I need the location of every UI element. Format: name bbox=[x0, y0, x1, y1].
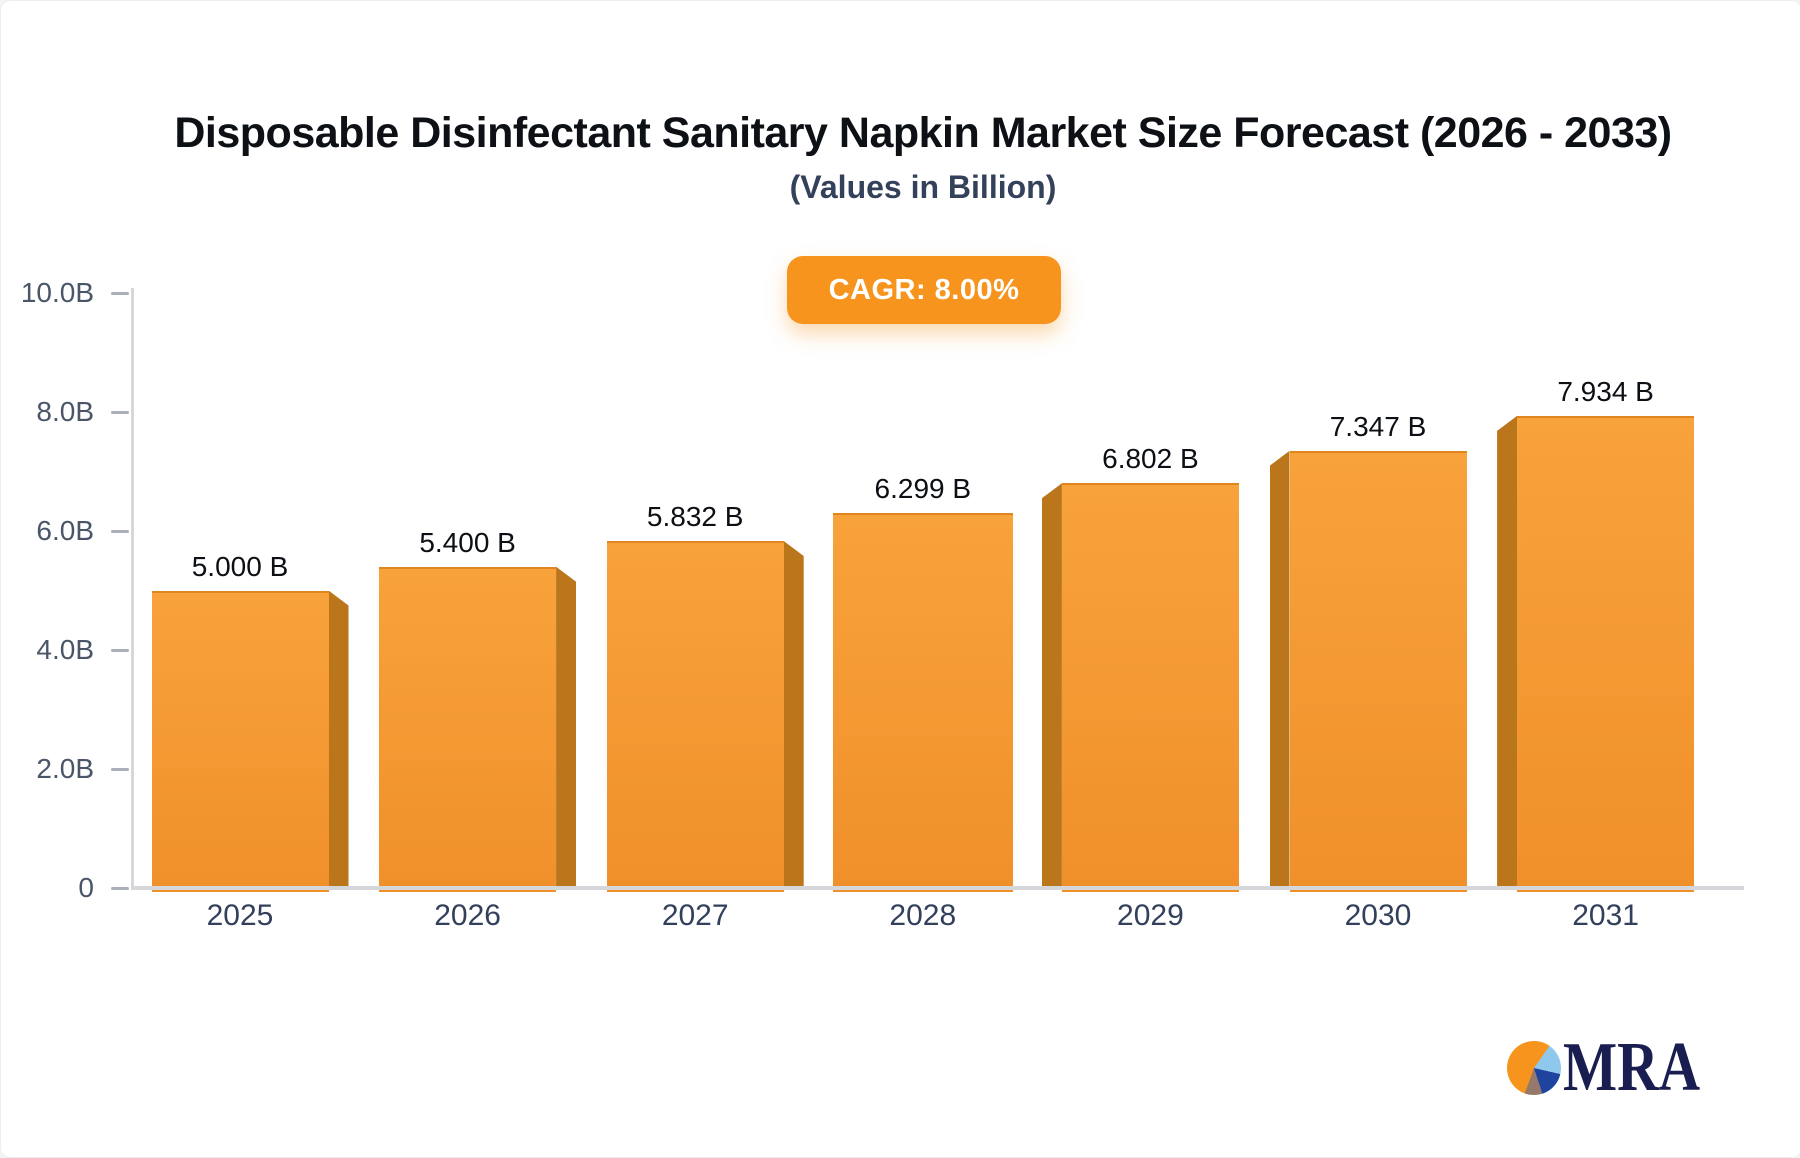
bar-2026 bbox=[379, 566, 557, 892]
bar-side-face bbox=[783, 540, 804, 890]
bar-2031 bbox=[1517, 415, 1695, 892]
x-category-label: 2030 bbox=[1344, 899, 1412, 932]
mra-logo: MRA bbox=[1507, 1029, 1730, 1106]
bar-value-label: 6.299 B bbox=[874, 473, 972, 505]
bar-side-face bbox=[556, 566, 577, 890]
y-axis-tick-label: 0 bbox=[78, 872, 94, 903]
cagr-badge-label: CAGR: 8.00% bbox=[828, 273, 1020, 306]
y-axis-tick-label: 2.0B bbox=[36, 753, 94, 784]
bar-value-label: 5.400 B bbox=[419, 526, 516, 558]
bar-side-face bbox=[1269, 450, 1290, 890]
x-axis-baseline bbox=[131, 886, 1744, 890]
bar-2025 bbox=[151, 590, 329, 892]
cagr-badge: CAGR: 8.00% bbox=[787, 256, 1061, 324]
x-category-label: 2031 bbox=[1572, 899, 1639, 932]
chart-title: Disposable Disinfectant Sanitary Napkin … bbox=[174, 109, 1672, 157]
x-category-label: 2027 bbox=[661, 899, 729, 932]
bar-2028 bbox=[832, 513, 1013, 892]
y-axis-tick-dash bbox=[111, 648, 129, 652]
bar-side-face bbox=[328, 590, 349, 890]
y-axis-tick-dash bbox=[111, 529, 129, 533]
bar-value-label: 6.802 B bbox=[1102, 443, 1199, 475]
y-axis-tick-label: 6.0B bbox=[36, 515, 94, 546]
bar-value-label: 7.347 B bbox=[1329, 410, 1427, 442]
bar-value-label: 5.832 B bbox=[646, 500, 744, 532]
bar-2027 bbox=[606, 540, 784, 892]
logo-text: MRA bbox=[1563, 1029, 1701, 1106]
y-axis-tick-dash bbox=[111, 767, 129, 771]
x-category-label: 2026 bbox=[434, 899, 501, 932]
y-axis-tick-label: 10.0B bbox=[20, 277, 94, 308]
bar-value-label: 7.934 B bbox=[1557, 375, 1654, 407]
x-category-label: 2028 bbox=[889, 899, 957, 932]
bar-side-face bbox=[1497, 415, 1518, 890]
y-axis-line bbox=[131, 288, 134, 890]
chart-subtitle: (Values in Billion) bbox=[789, 169, 1057, 205]
y-axis-tick-dash bbox=[111, 886, 129, 890]
bar-2029 bbox=[1061, 483, 1239, 892]
bar-value-label: 5.000 B bbox=[191, 550, 289, 582]
y-axis-tick-dash bbox=[111, 291, 129, 295]
pie-chart-logo-icon bbox=[1507, 1041, 1561, 1095]
bar-2030 bbox=[1289, 450, 1467, 892]
x-category-label: 2025 bbox=[206, 899, 274, 932]
y-axis-tick-label: 4.0B bbox=[36, 634, 94, 665]
bar-side-face bbox=[1041, 483, 1062, 890]
x-category-label: 2029 bbox=[1117, 899, 1184, 932]
y-axis-tick-label: 8.0B bbox=[36, 396, 94, 427]
y-axis-tick-dash bbox=[111, 410, 129, 414]
